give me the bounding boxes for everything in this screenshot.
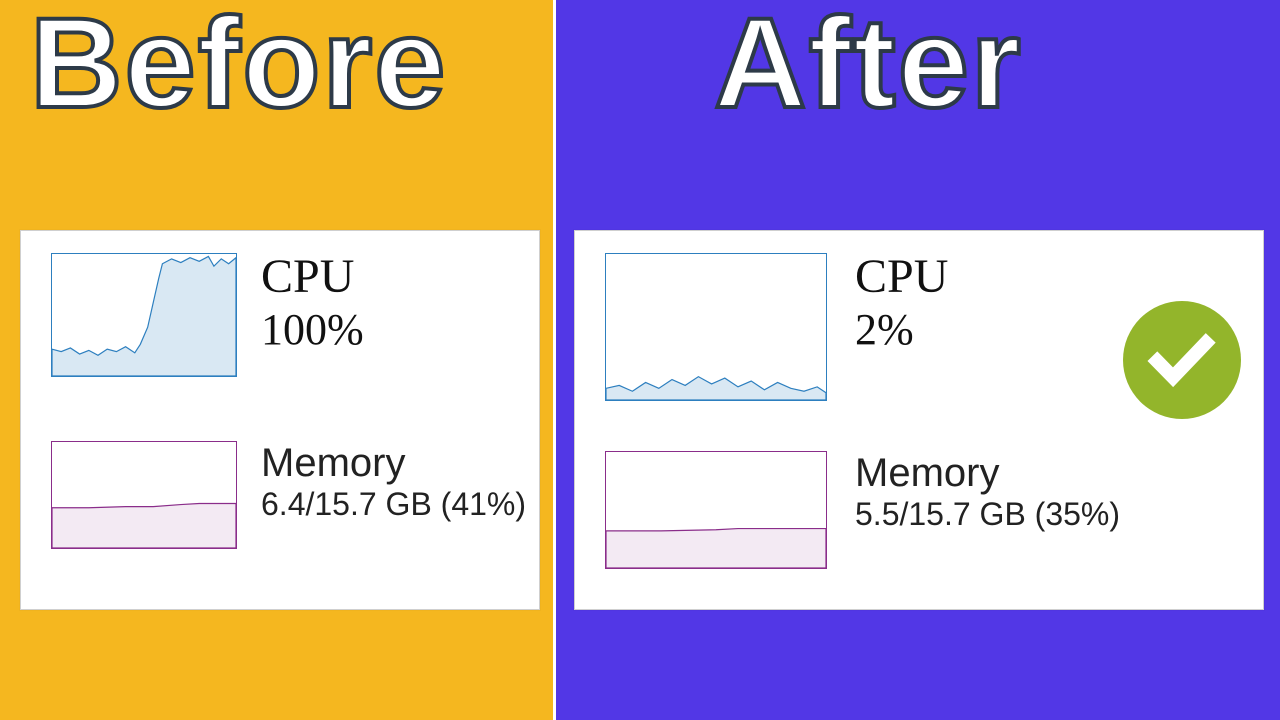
before-panel: CPU 100% Memory 6.4/15.7 GB (41%) <box>20 230 540 610</box>
memory-chart-before <box>51 441 237 549</box>
cpu-value: 100% <box>261 304 364 355</box>
cpu-chart-before <box>51 253 237 377</box>
before-half: Before CPU 100% Memory 6.4/15.7 GB (41%) <box>0 0 556 720</box>
memory-value: 6.4/15.7 GB (41%) <box>261 486 526 523</box>
cpu-label: CPU <box>261 249 364 304</box>
memory-label: Memory <box>261 441 526 486</box>
after-half: After CPU 2% Memory 5.5/15.7 GB (35%) <box>556 0 1280 720</box>
comparison-stage: Before CPU 100% Memory 6.4/15.7 GB (41%)… <box>0 0 1280 720</box>
memory-chart-after <box>605 451 827 569</box>
before-headline: Before <box>30 0 447 137</box>
memory-labels-after: Memory 5.5/15.7 GB (35%) <box>855 451 1120 533</box>
checkmark-icon <box>1123 301 1241 419</box>
after-panel: CPU 2% Memory 5.5/15.7 GB (35%) <box>574 230 1264 610</box>
cpu-value: 2% <box>855 304 948 355</box>
memory-label: Memory <box>855 451 1120 496</box>
after-headline: After <box>714 0 1023 137</box>
cpu-label: CPU <box>855 249 948 304</box>
cpu-labels-after: CPU 2% <box>855 249 948 355</box>
cpu-chart-after <box>605 253 827 401</box>
memory-labels-before: Memory 6.4/15.7 GB (41%) <box>261 441 526 523</box>
cpu-labels-before: CPU 100% <box>261 249 364 355</box>
memory-value: 5.5/15.7 GB (35%) <box>855 496 1120 533</box>
